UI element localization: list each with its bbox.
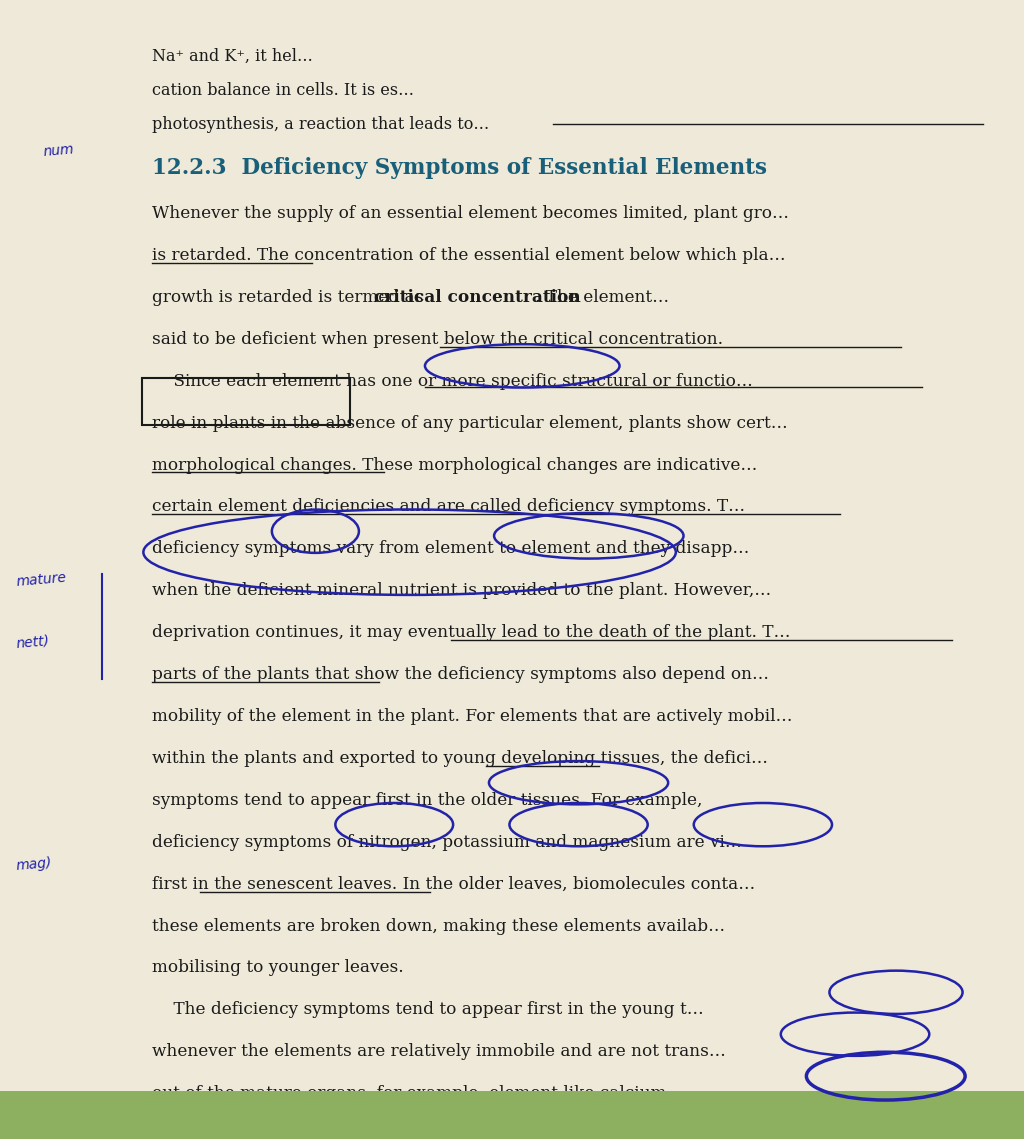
Text: critical concentration: critical concentration [375,289,582,306]
Text: certain element deficiencies and are called deficiency symptoms. T…: certain element deficiencies and are cal… [152,499,744,516]
Text: these elements are broken down, making these elements availab…: these elements are broken down, making t… [152,918,725,935]
Text: said to be deficient when present below the critical concentration.: said to be deficient when present below … [152,330,723,347]
Text: role in plants in the absence of any particular element, plants show cert…: role in plants in the absence of any par… [152,415,787,432]
Text: deficiency symptoms vary from element to element and they disapp…: deficiency symptoms vary from element to… [152,540,749,557]
Text: cation balance in cells. It is es…: cation balance in cells. It is es… [152,82,414,99]
Text: symptoms tend to appear first in the older tissues. For example,: symptoms tend to appear first in the old… [152,792,701,809]
Text: within the plants and exported to young developing tissues, the defici…: within the plants and exported to young … [152,749,768,767]
Text: mature: mature [15,571,67,589]
Text: out of the mature organs, for example, element like calcium…: out of the mature organs, for example, e… [152,1085,683,1103]
Text: whenever the elements are relatively immobile and are not trans…: whenever the elements are relatively imm… [152,1043,725,1060]
Text: is retarded. The concentration of the essential element below which pla…: is retarded. The concentration of the es… [152,247,785,264]
Text: 12.2.3  Deficiency Symptoms of Essential Elements: 12.2.3 Deficiency Symptoms of Essential … [152,157,767,179]
Text: . The element…: . The element… [536,289,670,306]
Text: when the deficient mineral nutrient is provided to the plant. However,…: when the deficient mineral nutrient is p… [152,582,771,599]
Text: growth is retarded is termed as: growth is retarded is termed as [152,289,428,306]
Text: num: num [43,142,75,158]
FancyBboxPatch shape [0,1091,1024,1139]
Text: photosynthesis, a reaction that leads to…: photosynthesis, a reaction that leads to… [152,116,488,133]
Text: deficiency symptoms of nitrogen, potassium and magnesium are vi…: deficiency symptoms of nitrogen, potassi… [152,834,741,851]
Text: morphological changes. These morphological changes are indicative…: morphological changes. These morphologic… [152,457,757,474]
Text: mobilising to younger leaves.: mobilising to younger leaves. [152,959,403,976]
Text: Since each element has one or more specific structural or functio…: Since each element has one or more speci… [152,372,753,390]
Text: mag): mag) [15,855,52,872]
Text: Whenever the supply of an essential element becomes limited, plant gro…: Whenever the supply of an essential elem… [152,205,788,222]
Text: mobility of the element in the plant. For elements that are actively mobil…: mobility of the element in the plant. Fo… [152,708,792,726]
Text: nett): nett) [15,633,50,650]
Text: Na⁺ and K⁺, it hel…: Na⁺ and K⁺, it hel… [152,48,312,65]
Text: The deficiency symptoms tend to appear first in the young t…: The deficiency symptoms tend to appear f… [152,1001,703,1018]
Text: parts of the plants that show the deficiency symptoms also depend on…: parts of the plants that show the defici… [152,666,769,683]
Text: deprivation continues, it may eventually lead to the death of the plant. T…: deprivation continues, it may eventually… [152,624,791,641]
Text: first in the senescent leaves. In the older leaves, biomolecules conta…: first in the senescent leaves. In the ol… [152,876,755,893]
